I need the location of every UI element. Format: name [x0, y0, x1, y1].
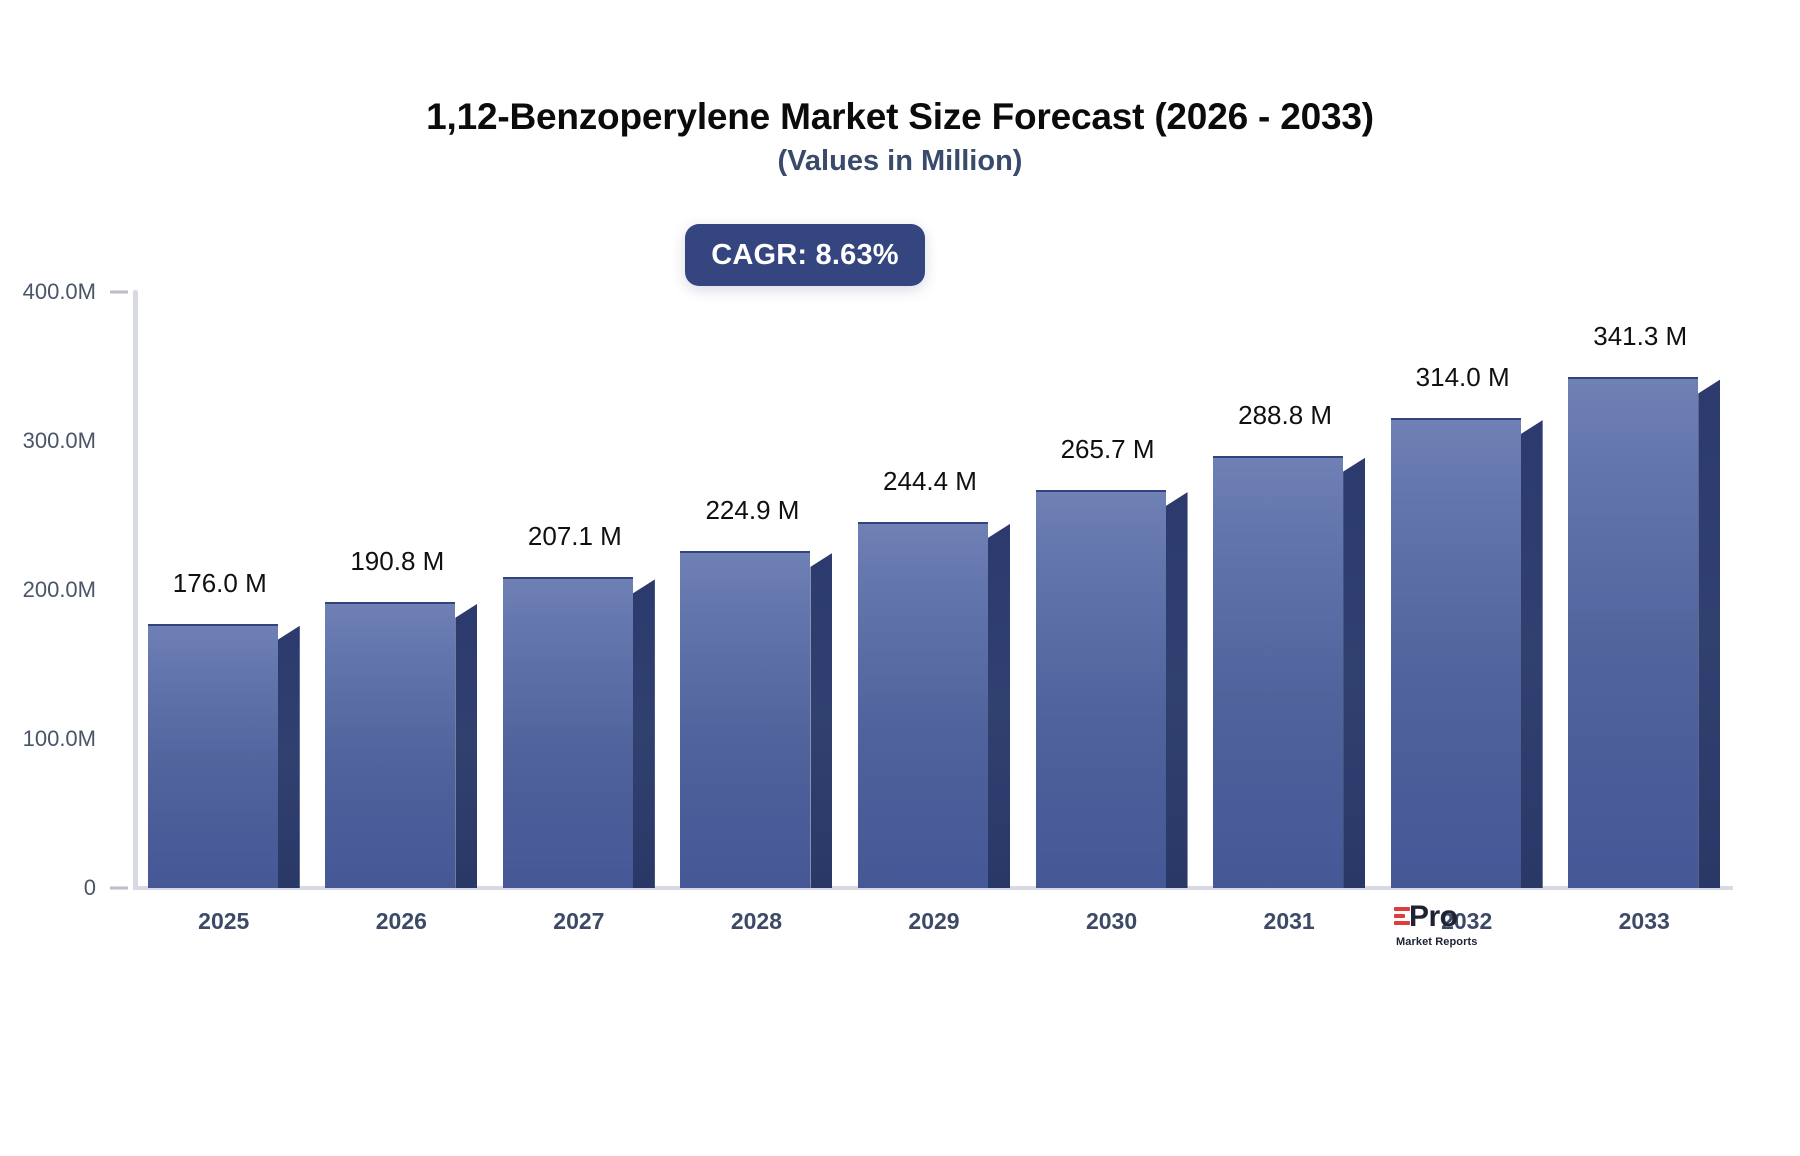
bar-2027[interactable] [502, 565, 655, 888]
chart-title: 1,12-Benzoperylene Market Size Forecast … [426, 96, 1374, 137]
x-axis-label-2032: 2032 [1441, 908, 1493, 934]
cagr-badge-label: CAGR: 8.63% [711, 238, 899, 271]
bar-side-face [1343, 457, 1366, 888]
x-axis-label-2028: 2028 [730, 908, 783, 934]
y-axis-tick-label: 0 [83, 875, 96, 900]
bar-2033[interactable] [1568, 365, 1721, 888]
bar-value-label: 265.7 M [1060, 434, 1155, 465]
logo-name: Pro [1409, 900, 1458, 933]
bar-value-label: 341.3 M [1593, 321, 1688, 352]
cagr-badge: CAGR: 8.63% [685, 224, 925, 286]
bar-front-face [1390, 418, 1521, 888]
y-axis-labels: 0 100.0M 200.0M 300.0M 400.0M [0, 0, 96, 1156]
bar-value-label: 244.4 M [883, 465, 977, 496]
bar-front-face [1213, 455, 1344, 888]
logo-bars-icon [1394, 907, 1410, 933]
bar-value-label: 176.0 M [172, 567, 267, 598]
x-axis-label-2026: 2026 [375, 908, 427, 934]
bar-side-face [810, 552, 833, 888]
y-axis-tick-label: 300.0M [22, 428, 96, 453]
x-axis-label-2033: 2033 [1618, 908, 1670, 934]
x-axis-label-2025: 2025 [198, 908, 250, 934]
bar-front-face [680, 550, 811, 888]
bar-value-label: 314.0 M [1415, 362, 1510, 393]
bar-front-face [325, 601, 456, 888]
y-axis-tick [110, 886, 128, 890]
x-axis-label-2030: 2030 [1085, 908, 1138, 934]
bar-front-face [1568, 377, 1699, 888]
bar-2028[interactable] [680, 539, 833, 888]
y-axis-line [133, 290, 138, 890]
bar-front-face [1035, 490, 1166, 888]
bar-side-face [1165, 492, 1188, 888]
bar-side-face [988, 523, 1010, 888]
x-axis-label-2031: 2031 [1263, 908, 1315, 934]
bar-side-face [632, 579, 655, 888]
bar-side-face [455, 603, 478, 888]
x-axis-label-2027: 2027 [553, 908, 605, 934]
bar-2032[interactable] [1390, 406, 1543, 888]
logo: Pro Market Reports [1394, 900, 1494, 956]
x-axis-label-2029: 2029 [908, 908, 960, 934]
bar-2029[interactable] [858, 510, 1010, 888]
bar-2026[interactable] [325, 590, 478, 888]
bar-side-face [1520, 420, 1543, 888]
bar-value-label: 224.9 M [705, 494, 800, 525]
logo-tagline: Market Reports [1396, 936, 1478, 948]
bar-value-label: 288.8 M [1238, 399, 1333, 430]
chart-subtitle: (Values in Million) [777, 145, 1023, 177]
bar-side-face [277, 625, 300, 888]
y-axis-tick [110, 290, 128, 294]
bar-2025[interactable] [147, 612, 300, 888]
bar-value-label: 190.8 M [350, 545, 445, 576]
bar-front-face [502, 577, 633, 888]
x-axis-line [133, 886, 1733, 890]
bar-front-face [147, 623, 278, 888]
bar-2030[interactable] [1035, 478, 1188, 888]
y-axis-tick-label: 100.0M [22, 726, 96, 751]
bar-2031[interactable] [1213, 444, 1366, 888]
y-axis-tick-label: 200.0M [22, 577, 96, 602]
bar-side-face [1698, 379, 1721, 888]
y-axis-tick-label: 400.0M [22, 279, 96, 304]
bar-front-face [858, 521, 988, 888]
bar-value-label: 207.1 M [527, 521, 622, 552]
